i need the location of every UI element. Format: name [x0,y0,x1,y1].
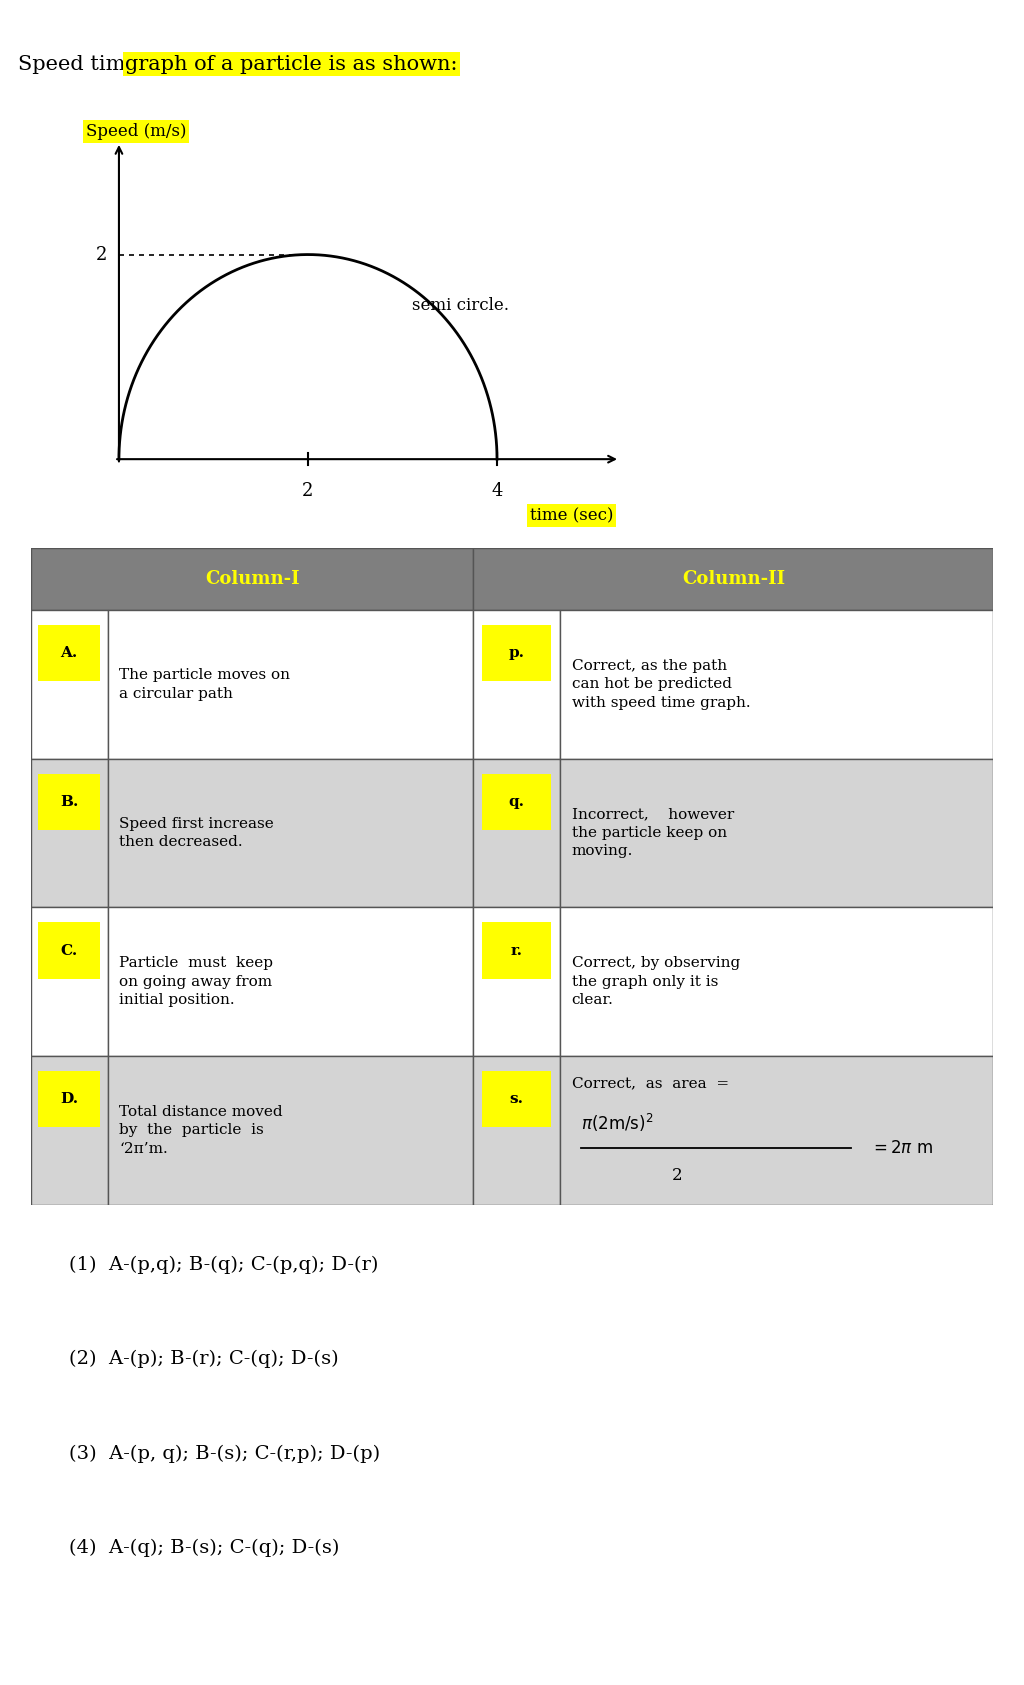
FancyBboxPatch shape [39,1072,100,1127]
Text: semi circle.: semi circle. [412,297,509,313]
Text: C.: C. [60,944,78,957]
FancyBboxPatch shape [31,1056,108,1205]
Text: Correct, by observing
the graph only it is
clear.: Correct, by observing the graph only it … [571,957,740,1008]
FancyBboxPatch shape [31,548,473,610]
Text: $= 2\pi\ \mathrm{m}$: $= 2\pi\ \mathrm{m}$ [870,1139,933,1158]
Text: Column-I: Column-I [205,570,299,588]
Text: Incorrect,    however
the particle keep on
moving.: Incorrect, however the particle keep on … [571,807,734,858]
FancyBboxPatch shape [482,922,552,979]
FancyBboxPatch shape [560,908,993,1056]
Text: (3)  A-(p, q); B-(s); C-(r,p); D-(p): (3) A-(p, q); B-(s); C-(r,p); D-(p) [70,1444,380,1463]
Text: Speed first increase
then decreased.: Speed first increase then decreased. [119,817,274,849]
FancyBboxPatch shape [560,610,993,758]
Text: 4: 4 [492,482,503,500]
FancyBboxPatch shape [39,773,100,831]
Text: p.: p. [509,645,525,661]
Text: r.: r. [511,944,523,957]
FancyBboxPatch shape [473,548,993,610]
FancyBboxPatch shape [473,610,560,758]
Text: 2: 2 [672,1166,683,1183]
FancyBboxPatch shape [31,908,108,1056]
Text: D.: D. [60,1092,78,1107]
Text: graph of a particle is as shown:: graph of a particle is as shown: [125,54,458,74]
Text: Total distance moved
by  the  particle  is
‘2π’m.: Total distance moved by the particle is … [119,1105,283,1156]
Text: Speed (m/s): Speed (m/s) [86,123,186,140]
FancyBboxPatch shape [31,758,108,908]
FancyBboxPatch shape [473,758,560,908]
FancyBboxPatch shape [108,908,473,1056]
Text: B.: B. [60,795,79,809]
Text: 2: 2 [302,482,313,500]
FancyBboxPatch shape [560,1056,993,1205]
Text: (2)  A-(p); B-(r); C-(q); D-(s): (2) A-(p); B-(r); C-(q); D-(s) [70,1350,339,1368]
FancyBboxPatch shape [39,922,100,979]
Text: (4)  A-(q); B-(s); C-(q); D-(s): (4) A-(q); B-(s); C-(q); D-(s) [70,1538,340,1557]
Text: time (sec): time (sec) [530,507,613,524]
Text: The particle moves on
a circular path: The particle moves on a circular path [119,669,290,701]
Text: (1)  A-(p,q); B-(q); C-(p,q); D-(r): (1) A-(p,q); B-(q); C-(p,q); D-(r) [70,1255,379,1274]
FancyBboxPatch shape [560,758,993,908]
FancyBboxPatch shape [108,1056,473,1205]
FancyBboxPatch shape [31,610,108,758]
Text: q.: q. [509,795,525,809]
Text: Column-II: Column-II [682,570,785,588]
Text: A.: A. [60,645,78,661]
FancyBboxPatch shape [473,908,560,1056]
Text: Correct,  as  area  =: Correct, as area = [571,1075,729,1090]
FancyBboxPatch shape [482,773,552,831]
Text: Correct, as the path
can hot be predicted
with speed time graph.: Correct, as the path can hot be predicte… [571,659,751,709]
Text: Speed time: Speed time [18,54,144,74]
Text: 2: 2 [96,246,108,263]
Text: s.: s. [510,1092,524,1107]
FancyBboxPatch shape [108,758,473,908]
FancyBboxPatch shape [39,625,100,681]
Text: Particle  must  keep
on going away from
initial position.: Particle must keep on going away from in… [119,957,273,1008]
FancyBboxPatch shape [482,625,552,681]
FancyBboxPatch shape [473,1056,560,1205]
FancyBboxPatch shape [482,1072,552,1127]
Text: $\pi(2\mathrm{m/s})^2$: $\pi(2\mathrm{m/s})^2$ [582,1112,653,1134]
FancyBboxPatch shape [108,610,473,758]
